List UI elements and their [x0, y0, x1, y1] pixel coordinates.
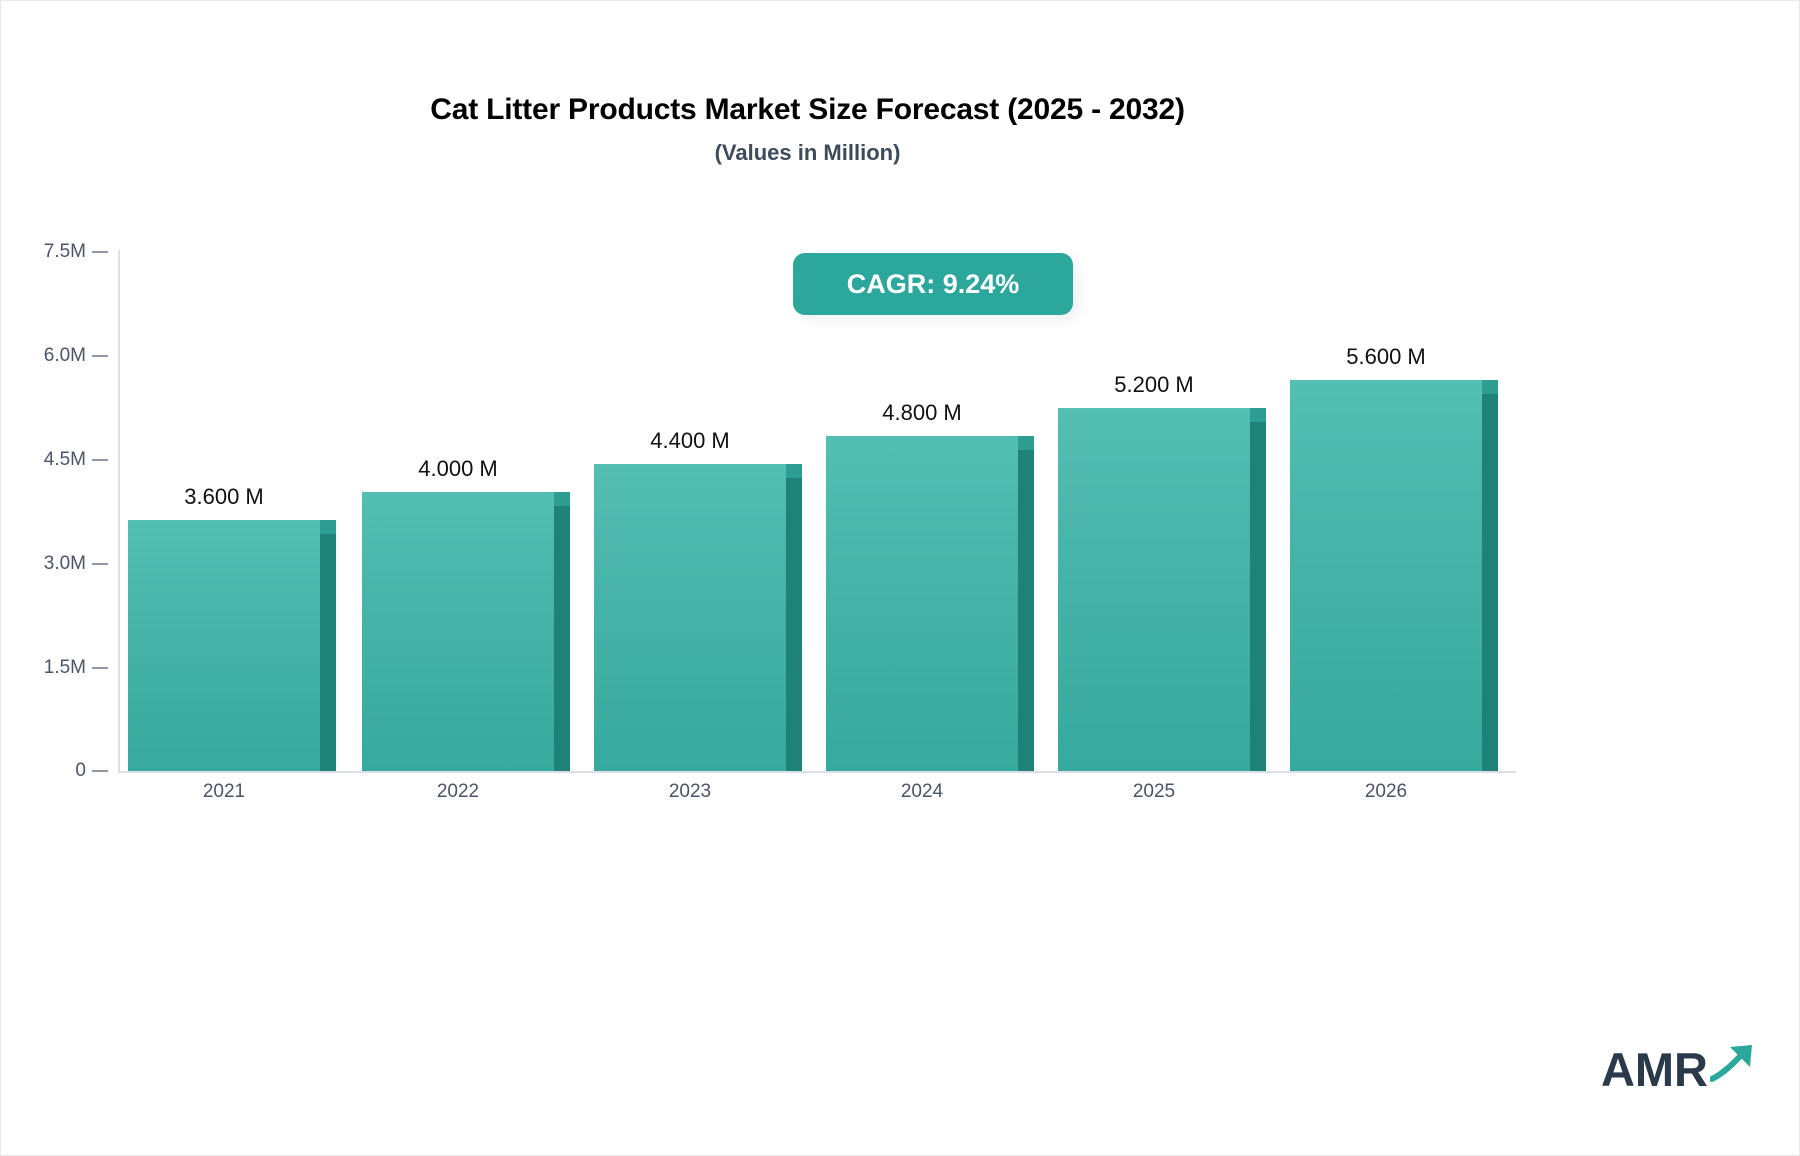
bar-face-2024 [826, 436, 1018, 771]
y-tick-label-0: 7.5M [43, 241, 86, 262]
amr-logo-text: AMR [1600, 1043, 1708, 1096]
bar-value-label-2021: 3.600 M [184, 484, 264, 509]
x-axis-label-2021: 2021 [202, 781, 246, 802]
bar-2023[interactable]: 4.400 M 2023 [594, 428, 802, 802]
x-axis-line [118, 771, 1516, 773]
bar-2026[interactable]: 5.600 M 2026 [1290, 344, 1498, 802]
bar-value-label-2026: 5.600 M [1346, 344, 1426, 369]
bar-value-label-2024: 4.800 M [882, 400, 962, 425]
bar-side-2025 [1250, 408, 1266, 771]
chart-title: Cat Litter Products Market Size Forecast… [430, 93, 1185, 126]
bar-side-2024 [1018, 436, 1034, 771]
bar-value-label-2025: 5.200 M [1114, 372, 1194, 397]
chart-header: Cat Litter Products Market Size Forecast… [0, 92, 1615, 168]
bar-2025[interactable]: 5.200 M 2025 [1058, 372, 1266, 802]
x-axis-label-2024: 2024 [900, 781, 944, 802]
bar-2022[interactable]: 4.000 M 2022 [362, 456, 570, 802]
y-tick-mark-0 [92, 251, 108, 253]
bar-side-2023 [786, 464, 802, 771]
bar-2021[interactable]: 3.600 M 2021 [128, 484, 336, 802]
y-axis-line [118, 250, 120, 773]
y-tick-label-1: 6.0M [43, 345, 86, 366]
bar-face-2023 [594, 464, 786, 771]
chart-subtitle: (Values in Million) [714, 140, 901, 165]
bar-side-2021 [320, 520, 336, 771]
bar-value-label-2022: 4.000 M [418, 456, 498, 481]
y-tick-label-5: 0 [75, 760, 86, 781]
y-tick-label-2: 4.5M [43, 449, 86, 470]
bar-face-2022 [362, 492, 554, 771]
amr-logo: AMR [1601, 1043, 1756, 1094]
y-tick-mark-5 [92, 770, 108, 772]
bar-side-2022 [554, 492, 570, 771]
x-axis-label-2026: 2026 [1364, 781, 1408, 802]
bar-face-2026 [1290, 380, 1482, 771]
bar-face-2025 [1058, 408, 1250, 771]
bar-value-label-2023: 4.400 M [650, 428, 730, 453]
y-tick-mark-4 [92, 667, 108, 669]
y-tick-mark-1 [92, 355, 108, 357]
x-axis-label-2022: 2022 [436, 781, 480, 802]
y-tick-mark-2 [92, 459, 108, 461]
cagr-badge: CAGR: 9.24% [793, 253, 1073, 315]
y-tick-label-4: 1.5M [43, 657, 86, 678]
x-axis-label-2023: 2023 [668, 781, 712, 802]
bar-face-2021 [128, 520, 320, 771]
y-tick-label-3: 3.0M [43, 553, 86, 574]
y-tick-mark-3 [92, 563, 108, 565]
bar-2024[interactable]: 4.800 M 2024 [826, 400, 1034, 802]
arrow-up-right-icon [1709, 1043, 1756, 1088]
bar-side-2026 [1482, 380, 1498, 771]
cagr-badge-label: CAGR: 9.24% [846, 268, 1020, 299]
x-axis-label-2025: 2025 [1132, 781, 1176, 802]
